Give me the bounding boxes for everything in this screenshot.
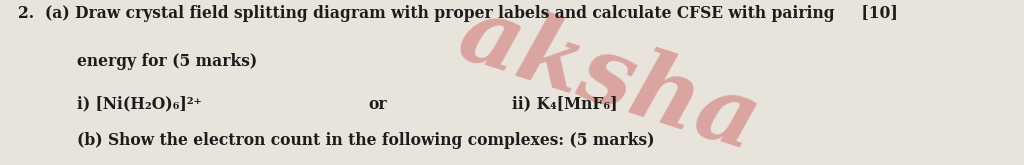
- Text: 2.  (a) Draw crystal field splitting diagram with proper labels and calculate CF: 2. (a) Draw crystal field splitting diag…: [18, 5, 898, 22]
- Text: (b) Show the electron count in the following complexes: (5 marks): (b) Show the electron count in the follo…: [77, 132, 654, 149]
- Text: aksha: aksha: [447, 0, 771, 165]
- Text: or: or: [369, 96, 387, 113]
- Text: ii) K₄[MnF₆]: ii) K₄[MnF₆]: [512, 96, 617, 113]
- Text: energy for (5 marks): energy for (5 marks): [77, 53, 257, 70]
- Text: i) [Ni(H₂O)₆]²⁺: i) [Ni(H₂O)₆]²⁺: [77, 96, 202, 113]
